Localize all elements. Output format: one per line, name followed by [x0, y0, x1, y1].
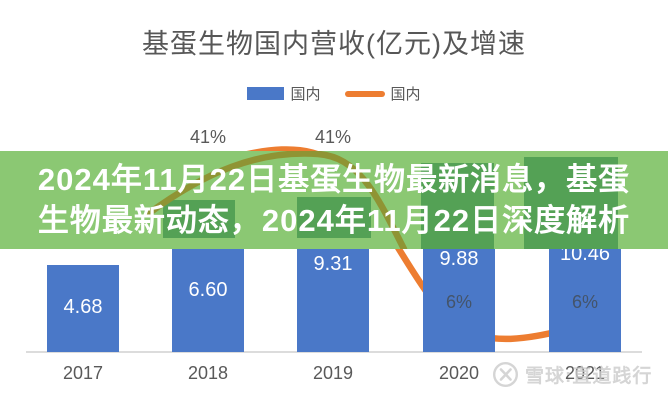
x-axis-label: 2020	[438, 363, 480, 383]
watermark-user-name: 直道践行	[572, 365, 653, 387]
x-axis-label: 2021	[564, 363, 606, 383]
line-series-swatch-icon	[344, 90, 385, 97]
revenue-bar	[172, 229, 244, 352]
overlay-deco-column	[421, 163, 494, 249]
chart-legend: 国内 国内	[0, 83, 668, 104]
overlay-deco-column	[163, 200, 235, 238]
growth-rate-label: 41%	[314, 126, 352, 147]
bar-value-label: 9.88	[439, 248, 479, 271]
overlay-deco-column	[524, 157, 618, 249]
legend-item-growth: 国内	[344, 83, 421, 104]
legend-label-growth: 国内	[390, 86, 421, 103]
growth-rate-label: 41%	[189, 126, 227, 147]
bar-value-label: 9.31	[313, 253, 353, 276]
watermark-separator: :	[565, 365, 573, 387]
revenue-bar	[47, 264, 119, 352]
headline-text: 2024年11月22日基蛋生物最新消息，基蛋 生物最新动态，2024年11月22…	[0, 151, 668, 249]
bar-value-label: 4.68	[63, 296, 103, 319]
watermark-text: 雪球:直道践行	[525, 361, 652, 388]
headline-line-1: 2024年11月22日基蛋生物最新消息，基蛋	[37, 162, 631, 197]
legend-label-revenue: 国内	[290, 86, 321, 103]
x-axis-label: 2019	[312, 363, 354, 383]
growth-rate-label: 6%	[571, 291, 598, 312]
xueqiu-watermark: 雪球:直道践行	[492, 359, 652, 389]
x-axis-label: 2017	[62, 363, 104, 383]
chart-title: 基蛋生物国内营收(亿元)及增速	[142, 29, 526, 59]
x-axis-label: 2018	[187, 363, 229, 383]
overlay-trend-curve-icon	[144, 151, 408, 249]
x-axis-line	[26, 351, 642, 353]
xueqiu-logo-icon	[492, 361, 519, 387]
watermark-site-name: 雪球	[525, 365, 566, 387]
growth-rate-label: 6%	[445, 291, 472, 312]
legend-item-revenue: 国内	[247, 83, 321, 104]
headline-overlay-banner: 2024年11月22日基蛋生物最新消息，基蛋 生物最新动态，2024年11月22…	[0, 151, 668, 249]
headline-line-2: 生物最新动态，2024年11月22日深度解析	[37, 203, 631, 238]
bar-value-label: 6.60	[188, 278, 228, 301]
bar-series-swatch-icon	[247, 87, 285, 100]
overlay-deco-column	[297, 197, 371, 238]
